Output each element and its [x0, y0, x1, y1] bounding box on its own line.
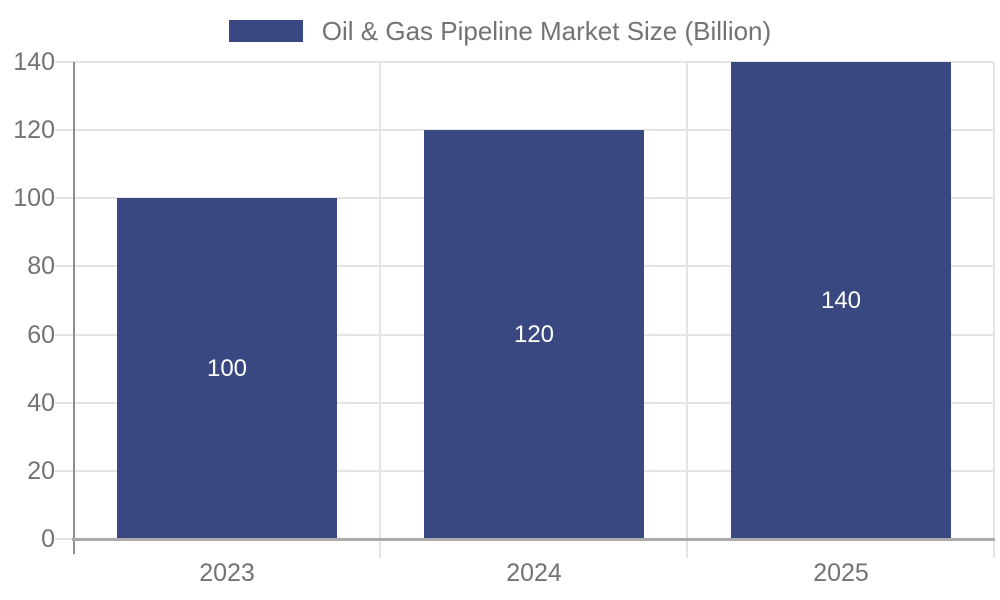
gridline-vertical	[379, 62, 381, 558]
x-tick-label: 2023	[199, 559, 255, 587]
y-tick-label: 120	[13, 116, 55, 144]
bar-value-label: 140	[820, 287, 862, 314]
x-tick-label: 2024	[506, 559, 562, 587]
bar-2025[interactable]	[731, 62, 951, 538]
y-axis-tick	[55, 470, 73, 472]
y-tick-label: 0	[41, 525, 55, 553]
y-tick-label: 20	[27, 457, 55, 485]
y-axis-tick	[55, 402, 73, 404]
y-axis-tick	[55, 61, 73, 63]
gridline-horizontal	[73, 61, 994, 63]
gridline-vertical	[686, 62, 688, 558]
chart-title: Oil & Gas Pipeline Market Size (Billion)	[321, 15, 772, 46]
bar-value-label: 100	[206, 355, 248, 382]
y-axis-tick	[55, 265, 73, 267]
y-tick-label: 100	[13, 184, 55, 212]
y-axis-tick	[55, 334, 73, 336]
legend-swatch	[228, 20, 303, 42]
y-axis-tick	[55, 538, 73, 540]
y-axis-line	[73, 62, 75, 554]
y-tick-label: 80	[27, 252, 55, 280]
x-tick-label: 2025	[813, 559, 869, 587]
y-axis-tick	[55, 129, 73, 131]
bar-value-label: 120	[513, 321, 555, 348]
y-axis-tick	[55, 197, 73, 199]
legend[interactable]: Oil & Gas Pipeline Market Size (Billion)	[0, 14, 1000, 48]
x-axis-line	[72, 538, 995, 541]
y-tick-label: 40	[27, 389, 55, 417]
gridline-vertical	[993, 62, 995, 558]
y-tick-label: 60	[27, 321, 55, 349]
y-tick-label: 140	[13, 48, 55, 76]
bar-2023[interactable]	[117, 198, 337, 538]
bar-2024[interactable]	[424, 130, 644, 538]
